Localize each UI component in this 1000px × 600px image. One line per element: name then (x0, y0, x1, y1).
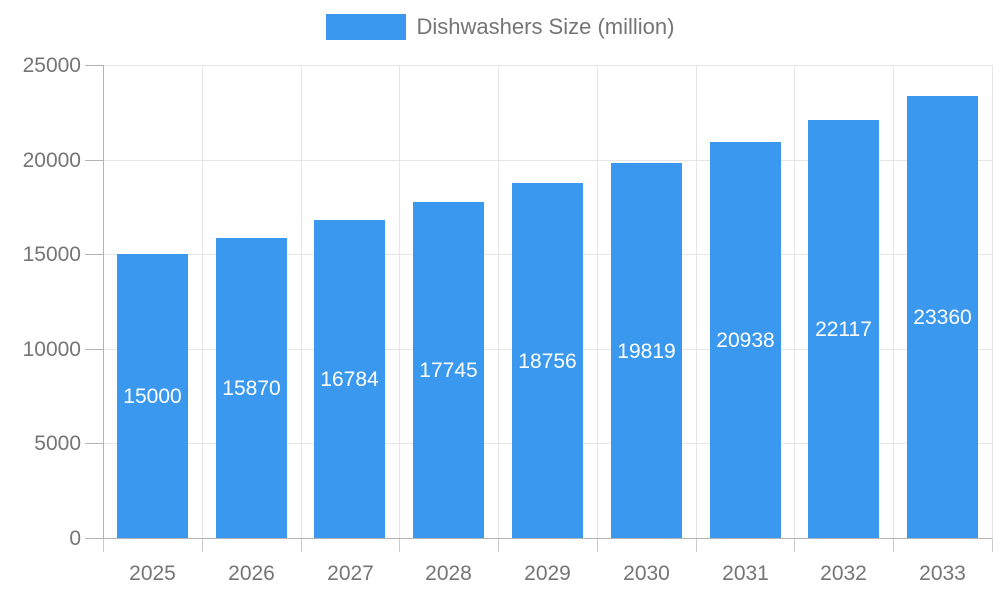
bar (808, 119, 879, 538)
x-grid-line (695, 65, 697, 538)
x-axis-tick (103, 538, 104, 552)
bar (216, 237, 287, 538)
x-tick-label: 2032 (820, 562, 867, 585)
y-tick-label: 20000 (22, 148, 81, 172)
y-grid-line (103, 65, 992, 66)
bar-value-label: 19819 (617, 340, 676, 363)
bar-value-label: 16784 (320, 368, 379, 391)
bar-value-label: 15870 (222, 377, 281, 400)
y-tick-label: 25000 (22, 54, 81, 77)
x-tick-label: 2029 (524, 562, 571, 585)
bar-value-label: 15000 (123, 385, 182, 408)
legend-item[interactable]: Dishwashers Size (million) (325, 14, 675, 40)
y-axis-tick (85, 65, 103, 66)
bar (512, 183, 583, 538)
x-axis-tick (695, 538, 697, 552)
y-axis-tick (85, 254, 103, 256)
x-grid-line (498, 65, 500, 538)
y-tick-label: 10000 (22, 337, 81, 361)
bar (314, 220, 385, 538)
x-grid-line (992, 65, 993, 538)
x-tick-label: 2031 (722, 562, 769, 585)
x-axis-tick (893, 538, 895, 552)
bar-value-label: 22117 (815, 318, 872, 341)
x-axis-tick (596, 538, 598, 552)
y-tick-label: 5000 (34, 432, 81, 456)
y-axis-tick (85, 443, 103, 445)
y-tick-label: 0 (69, 527, 81, 550)
x-axis-tick (201, 538, 203, 552)
x-tick-label: 2025 (129, 562, 176, 585)
y-axis-tick (85, 348, 103, 350)
x-grid-line (893, 65, 895, 538)
y-axis-line (103, 65, 104, 539)
x-tick-label: 2026 (228, 562, 275, 585)
x-axis-tick (300, 538, 302, 552)
x-tick-label: 2030 (623, 562, 670, 585)
x-grid-line (399, 65, 401, 538)
legend-label: Dishwashers Size (million) (416, 14, 675, 39)
bar (907, 96, 978, 538)
bar (611, 163, 682, 538)
bar-value-label: 23360 (913, 306, 972, 329)
y-grid-line (103, 159, 992, 161)
bar-value-label: 18756 (518, 350, 577, 373)
legend-swatch-icon (325, 14, 406, 40)
bar (413, 202, 484, 538)
x-axis-tick (992, 538, 993, 552)
bar-value-label: 17745 (419, 359, 478, 382)
x-grid-line (201, 65, 203, 538)
legend: Dishwashers Size (million) (0, 14, 1000, 40)
y-tick-label: 15000 (22, 243, 81, 267)
x-axis-line (85, 538, 992, 539)
x-tick-label: 2033 (919, 562, 966, 585)
x-grid-line (300, 65, 302, 538)
x-axis-tick (794, 538, 796, 552)
x-axis-tick (498, 538, 500, 552)
y-axis-tick (85, 159, 103, 161)
x-tick-label: 2028 (425, 562, 472, 585)
x-axis-tick (399, 538, 401, 552)
x-tick-label: 2027 (327, 562, 374, 585)
bar (710, 141, 781, 538)
bar (117, 254, 188, 538)
x-grid-line (596, 65, 598, 538)
x-grid-line (794, 65, 796, 538)
bar-value-label: 20938 (716, 329, 775, 352)
